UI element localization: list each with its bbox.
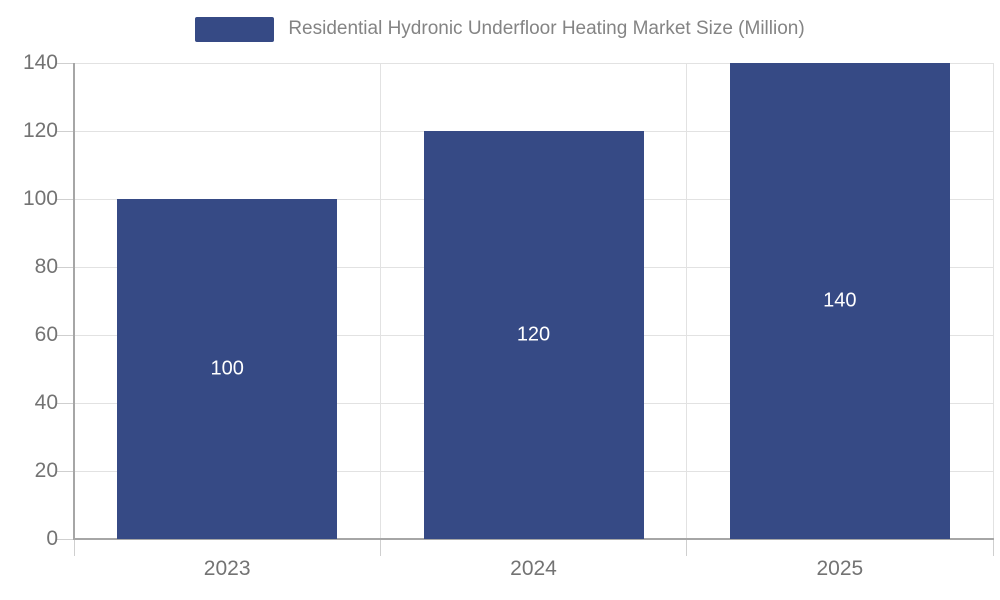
v-gridline: [992, 63, 994, 539]
y-axis-tick-label: 0: [46, 527, 58, 550]
x-tick-mark: [686, 539, 688, 556]
y-axis-tick-label: 20: [34, 459, 58, 482]
y-tick-mark: [57, 266, 74, 268]
y-tick-mark: [57, 62, 74, 64]
y-tick-mark: [57, 538, 74, 540]
v-gridline: [379, 63, 381, 539]
bar-2023[interactable]: 100: [117, 199, 338, 539]
legend-label: Residential Hydronic Underfloor Heating …: [288, 18, 805, 39]
y-tick-mark: [57, 130, 74, 132]
y-axis-tick-label: 100: [22, 187, 58, 210]
chart-legend[interactable]: Residential Hydronic Underfloor Heating …: [0, 12, 1000, 46]
bar-2024[interactable]: 120: [423, 131, 644, 539]
y-axis-tick-label: 80: [34, 255, 58, 278]
x-tick-mark: [992, 539, 994, 556]
y-axis-tick-label: 60: [34, 323, 58, 346]
x-tick-mark: [73, 539, 75, 556]
y-axis-tick-label: 120: [22, 119, 58, 142]
y-axis-line: [73, 63, 75, 540]
h-gridline: [74, 62, 993, 64]
y-tick-mark: [57, 198, 74, 200]
bar-value-label: 100: [210, 357, 244, 380]
x-axis-line: [73, 538, 994, 540]
x-tick-mark: [379, 539, 381, 556]
y-tick-mark: [57, 470, 74, 472]
y-axis-tick-label: 40: [34, 391, 58, 414]
x-axis-category-label: 2024: [510, 557, 557, 580]
bar-2025[interactable]: 140: [729, 63, 950, 539]
v-gridline: [686, 63, 688, 539]
x-axis-category-label: 2023: [203, 557, 251, 580]
x-axis-category-label: 2025: [816, 557, 864, 580]
legend-swatch: [195, 16, 275, 42]
bar-value-label: 140: [823, 289, 857, 312]
y-tick-mark: [57, 402, 74, 404]
y-tick-mark: [57, 334, 74, 336]
bar-value-label: 120: [516, 323, 551, 346]
y-axis-tick-label: 140: [22, 51, 58, 74]
